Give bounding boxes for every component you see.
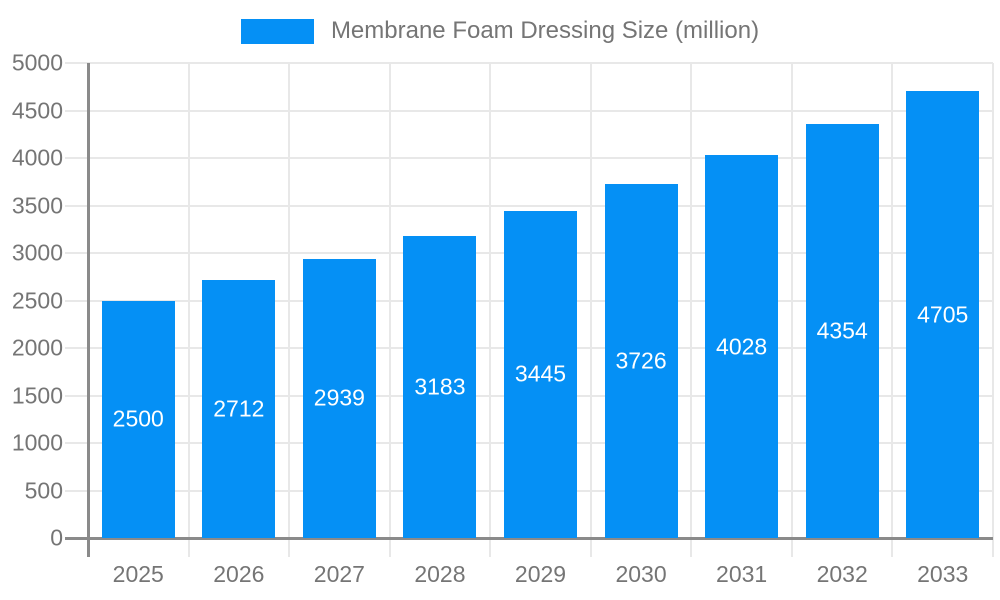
bar-value-label: 2500 bbox=[112, 405, 164, 432]
x-gridline bbox=[992, 63, 994, 557]
y-axis-tick-label: 1500 bbox=[11, 382, 63, 408]
chart-legend: Membrane Foam Dressing Size (million) bbox=[0, 16, 1000, 46]
y-axis-tick-label: 2000 bbox=[11, 334, 63, 361]
x-axis-tick-label: 2029 bbox=[514, 561, 567, 587]
bar-value-label: 3183 bbox=[414, 373, 466, 400]
bar-value-label: 4354 bbox=[816, 317, 868, 344]
y-axis-tick-label: 2500 bbox=[11, 287, 63, 313]
y-axis-tick-label: 1000 bbox=[11, 429, 63, 456]
y-axis-tick-label: 4000 bbox=[11, 144, 63, 171]
x-axis-tick-label: 2033 bbox=[917, 561, 969, 587]
bar-value-label: 3445 bbox=[514, 360, 567, 387]
x-axis-line bbox=[65, 537, 993, 540]
y-axis-tick-label: 4500 bbox=[11, 97, 63, 123]
x-axis-tick-label: 2025 bbox=[112, 561, 164, 587]
legend-swatch bbox=[240, 18, 314, 44]
y-gridline bbox=[65, 204, 993, 207]
y-gridline bbox=[65, 109, 993, 112]
x-axis-tick-label: 2026 bbox=[213, 561, 265, 587]
bar bbox=[705, 155, 779, 538]
legend-label: Membrane Foam Dressing Size (million) bbox=[330, 17, 760, 44]
y-axis-tick-label: 3500 bbox=[11, 192, 63, 218]
x-axis-tick-label: 2028 bbox=[414, 561, 466, 587]
bar bbox=[906, 91, 980, 538]
x-gridline bbox=[891, 63, 894, 557]
bar bbox=[302, 258, 376, 538]
bar-value-label: 2939 bbox=[313, 384, 365, 411]
bar-value-label: 3726 bbox=[615, 347, 667, 374]
x-gridline bbox=[790, 63, 793, 557]
y-axis-line bbox=[87, 63, 90, 557]
x-axis-tick-label: 2027 bbox=[313, 561, 365, 587]
y-gridline bbox=[65, 157, 993, 159]
x-axis-tick-label: 2032 bbox=[816, 561, 868, 587]
x-gridline bbox=[288, 63, 291, 557]
bar-value-label: 4705 bbox=[917, 301, 969, 327]
y-axis-tick-label: 5000 bbox=[11, 49, 63, 76]
y-axis-tick-label: 0 bbox=[50, 524, 63, 551]
x-gridline bbox=[589, 63, 592, 557]
bar bbox=[604, 184, 678, 538]
y-axis-tick-label: 3000 bbox=[11, 239, 63, 266]
x-gridline bbox=[690, 63, 693, 557]
x-axis-tick-label: 2031 bbox=[716, 561, 768, 587]
bar bbox=[101, 300, 175, 538]
bar bbox=[504, 210, 577, 538]
x-axis-tick-label: 2030 bbox=[615, 561, 667, 587]
x-gridline bbox=[187, 63, 190, 557]
bar bbox=[403, 235, 477, 538]
y-gridline bbox=[65, 62, 993, 64]
bar bbox=[805, 124, 879, 538]
x-gridline bbox=[388, 63, 391, 557]
bar-value-label: 2712 bbox=[213, 395, 265, 422]
y-axis-tick-label: 500 bbox=[24, 477, 63, 503]
bar-value-label: 4028 bbox=[716, 333, 768, 360]
bar bbox=[202, 280, 276, 538]
x-gridline bbox=[489, 63, 492, 557]
